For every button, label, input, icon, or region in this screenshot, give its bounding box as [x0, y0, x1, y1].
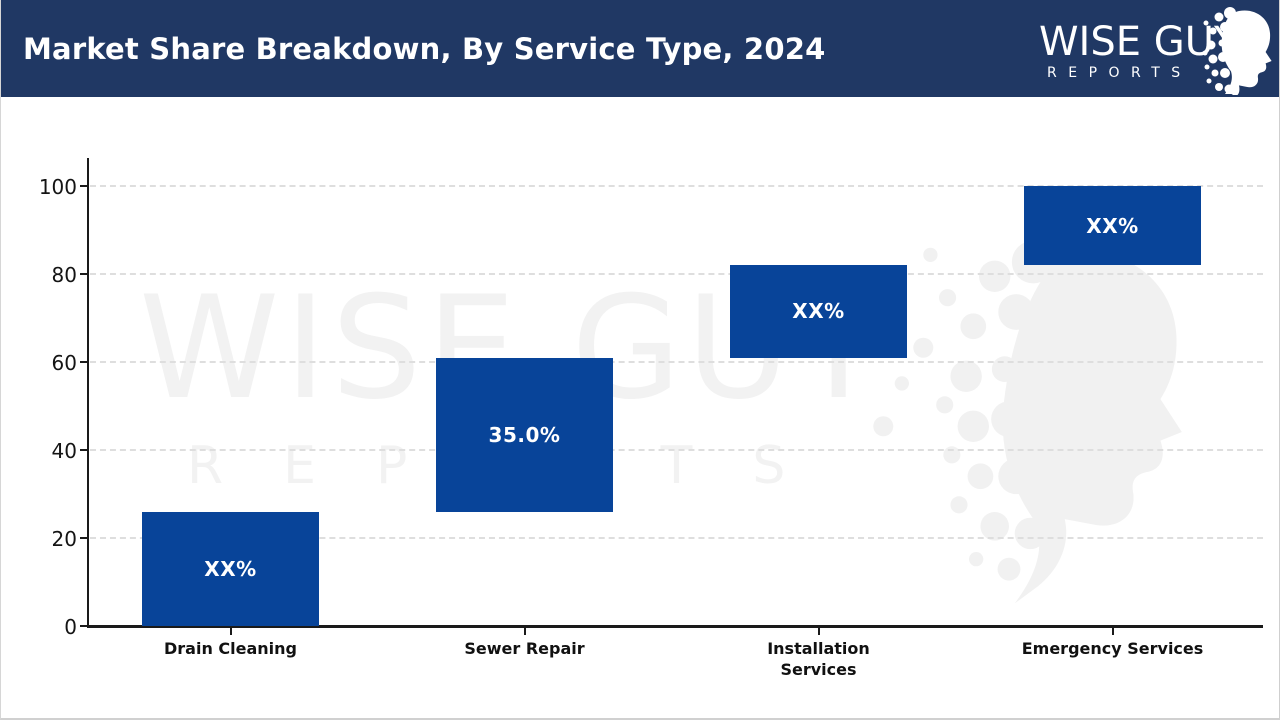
- y-tick: [80, 185, 88, 187]
- x-tick: [523, 627, 526, 635]
- watermark-head-icon: [863, 240, 1182, 604]
- gridline: [90, 185, 1263, 187]
- y-tick: [80, 361, 88, 363]
- y-tick-label: 80: [51, 263, 77, 287]
- y-tick-label: 20: [51, 527, 77, 551]
- y-tick-label: 40: [51, 439, 77, 463]
- gridline: [90, 273, 1263, 275]
- y-tick: [80, 449, 88, 451]
- header: Market Share Breakdown, By Service Type,…: [1, 0, 1279, 97]
- wiseguy-logo-graphic: WISE GUY REPORTS: [1039, 6, 1272, 95]
- x-category-label: Drain Cleaning: [163, 639, 297, 658]
- bar-drain-cleaning: XX%: [142, 511, 319, 626]
- gridline: [90, 449, 1263, 451]
- wiseguy-logo: WISE GUY REPORTS: [1023, 3, 1275, 95]
- gridline: [90, 537, 1263, 539]
- x-tick: [1111, 627, 1114, 635]
- bar-installation-services: XX%: [730, 265, 907, 358]
- logo-wordmark: WISE GUY: [1039, 19, 1239, 65]
- y-tick-label: 0: [64, 615, 77, 639]
- y-tick-label: 60: [51, 351, 77, 375]
- bar-value-label: 35.0%: [488, 422, 561, 447]
- y-tick: [80, 537, 88, 539]
- bar-value-label: XX%: [792, 299, 845, 324]
- x-category-label: Emergency Services: [1021, 639, 1204, 658]
- bar-value-label: XX%: [1086, 213, 1139, 238]
- bar-sewer-repair: 35.0%: [436, 357, 613, 512]
- gridline: [90, 361, 1263, 363]
- bar-value-label: XX%: [204, 556, 257, 581]
- x-tick: [817, 627, 820, 635]
- x-tick: [229, 627, 232, 635]
- x-axis: [87, 625, 1263, 628]
- page-title: Market Share Breakdown, By Service Type,…: [23, 31, 826, 66]
- y-tick-label: 100: [38, 175, 77, 199]
- y-tick: [80, 273, 88, 275]
- x-category-label: Installation Services: [767, 639, 870, 679]
- x-category-label: Sewer Repair: [464, 639, 585, 658]
- y-axis: [87, 158, 90, 628]
- logo-head-icon: [1202, 6, 1272, 95]
- y-tick: [80, 625, 88, 627]
- logo-reports-text: REPORTS: [1047, 65, 1192, 81]
- bar-emergency-services: XX%: [1024, 186, 1201, 266]
